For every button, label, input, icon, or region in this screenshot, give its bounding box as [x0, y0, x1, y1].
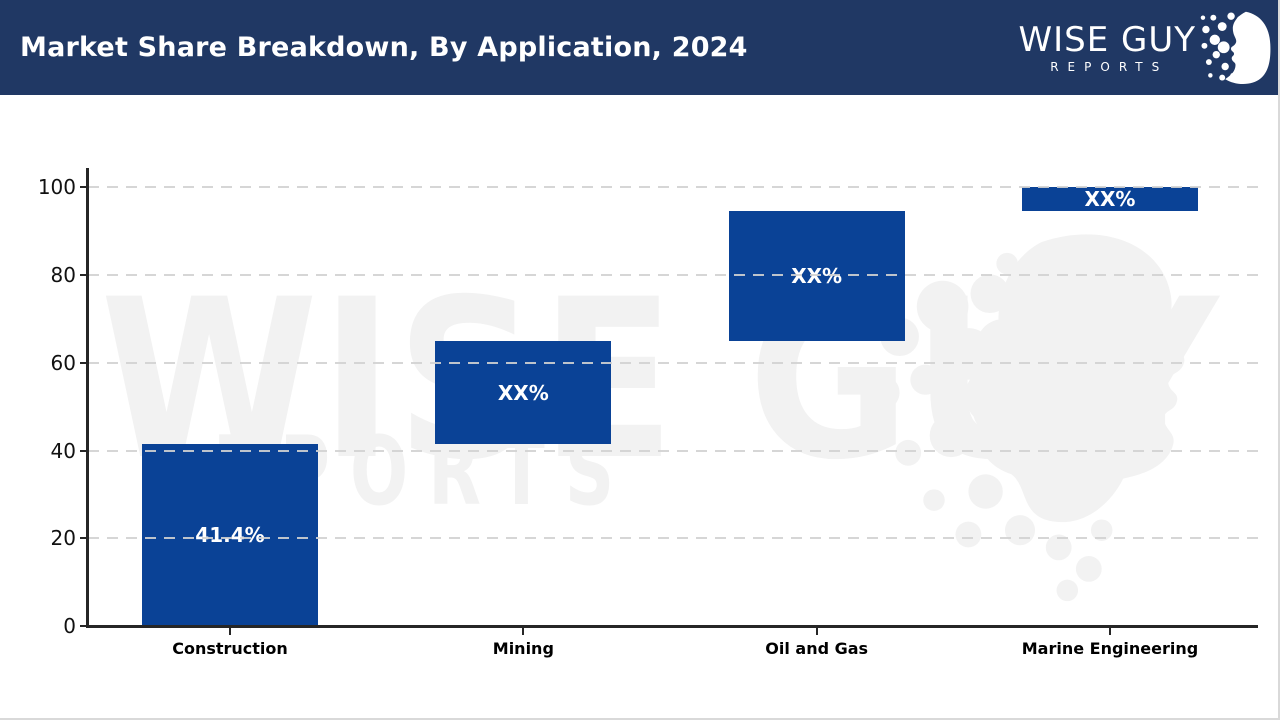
- logo-subtitle: REPORTS: [1050, 60, 1169, 75]
- gridline-80: [88, 274, 1258, 277]
- x-tick-oil-and-gas: [815, 627, 818, 635]
- brand-logo-text: WISE GUY REPORTS: [1018, 19, 1196, 75]
- x-category-label-marine-engineering: Marine Engineering: [1021, 639, 1199, 658]
- logo-wordmark: WISE GUY: [1018, 19, 1196, 60]
- y-tick-label-0: 0: [63, 614, 76, 638]
- y-tick-label-80: 80: [50, 263, 76, 288]
- y-axis-line: [86, 168, 89, 627]
- x-axis-line: [86, 625, 1258, 628]
- watermark-face-icon: [865, 234, 1185, 602]
- y-tick-0: [80, 625, 88, 627]
- x-tick-mining: [522, 627, 525, 635]
- gridline-20: [88, 537, 1258, 540]
- x-category-label-oil-and-gas: Oil and Gas: [765, 639, 869, 658]
- bar-construction: 41.4%: [142, 444, 318, 626]
- y-tick-label-100: 100: [37, 175, 76, 200]
- y-tick-label-40: 40: [50, 438, 76, 463]
- gridline-40: [88, 449, 1258, 452]
- x-tick-construction: [229, 627, 231, 635]
- bar-marine-engineering: XX%: [1021, 187, 1198, 212]
- logo-face-icon: [1200, 11, 1271, 84]
- x-category-label-construction: Construction: [172, 639, 288, 658]
- brand-logo: WISE GUY REPORTS: [1018, 4, 1274, 92]
- x-category-label-mining: Mining: [492, 639, 554, 658]
- bar-value-label-mining: XX%: [497, 380, 549, 405]
- bar-value-label-marine-engineering: XX%: [1084, 187, 1136, 212]
- y-tick-60: [80, 361, 88, 364]
- y-tick-label-60: 60: [50, 350, 76, 375]
- x-tick-marine-engineering: [1108, 627, 1111, 635]
- y-tick-100: [80, 186, 88, 189]
- y-tick-80: [80, 274, 88, 277]
- bar-mining: XX%: [435, 340, 612, 445]
- gridline-100: [88, 186, 1258, 189]
- y-tick-40: [80, 449, 88, 452]
- header-banner: Market Share Breakdown, By Application, …: [0, 0, 1278, 95]
- y-tick-20: [80, 537, 88, 540]
- gridline-60: [88, 361, 1258, 364]
- y-tick-label-20: 20: [50, 526, 76, 551]
- bar-value-label-construction: 41.4%: [195, 523, 265, 548]
- page-title: Market Share Breakdown, By Application, …: [20, 32, 748, 63]
